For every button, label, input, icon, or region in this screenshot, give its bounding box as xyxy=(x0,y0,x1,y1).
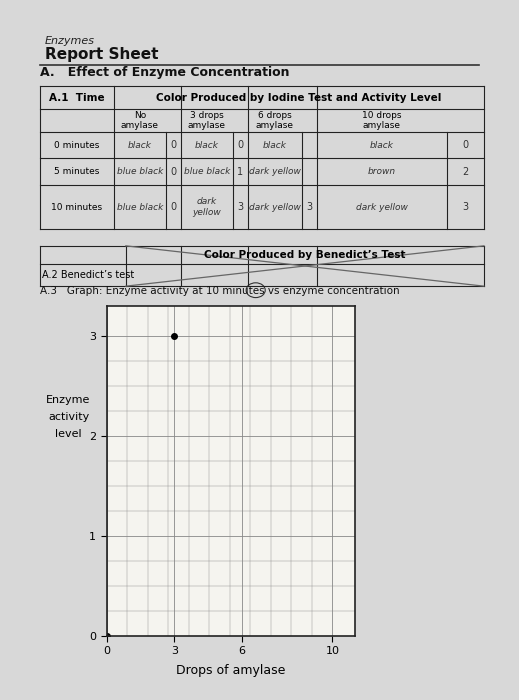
Text: dark yellow: dark yellow xyxy=(249,203,301,211)
Text: 3: 3 xyxy=(237,202,243,212)
Text: Color Produced by Benedict’s Test: Color Produced by Benedict’s Test xyxy=(204,250,406,260)
Text: A.   Effect of Enzyme Concentration: A. Effect of Enzyme Concentration xyxy=(40,66,290,79)
Text: black: black xyxy=(370,141,394,150)
Text: Color Produced by Iodine Test and Activity Level: Color Produced by Iodine Test and Activi… xyxy=(156,92,442,103)
Text: 10 minutes: 10 minutes xyxy=(51,203,102,211)
Text: black: black xyxy=(195,141,219,150)
Text: blue black: blue black xyxy=(117,203,163,211)
Text: blue black: blue black xyxy=(117,167,163,176)
Text: 3 drops
amylase: 3 drops amylase xyxy=(188,111,226,130)
Text: 3: 3 xyxy=(306,202,312,212)
Text: A.3   Graph: Enzyme activity at 10 minutes vs enzyme concentration: A.3 Graph: Enzyme activity at 10 minutes… xyxy=(40,286,400,296)
X-axis label: Drops of amylase: Drops of amylase xyxy=(176,664,285,678)
Text: Enzymes: Enzymes xyxy=(45,36,94,46)
Text: 0: 0 xyxy=(237,140,243,150)
Text: Enzyme: Enzyme xyxy=(46,395,91,405)
Text: 0 minutes: 0 minutes xyxy=(54,141,100,150)
Text: 10 drops
amylase: 10 drops amylase xyxy=(362,111,402,130)
Text: level: level xyxy=(55,429,82,439)
Text: dark yellow: dark yellow xyxy=(249,167,301,176)
Text: No
amylase: No amylase xyxy=(121,111,159,130)
Text: dark yellow: dark yellow xyxy=(356,203,408,211)
Text: black: black xyxy=(128,141,152,150)
Text: black: black xyxy=(263,141,286,150)
Text: 5 minutes: 5 minutes xyxy=(54,167,100,176)
Text: Report Sheet: Report Sheet xyxy=(45,47,158,62)
Text: 0: 0 xyxy=(462,140,469,150)
Text: activity: activity xyxy=(48,412,89,422)
Text: 0: 0 xyxy=(170,202,176,212)
Text: 6 drops
amylase: 6 drops amylase xyxy=(255,111,294,130)
Text: 1: 1 xyxy=(237,167,243,177)
Text: A.1  Time: A.1 Time xyxy=(49,92,105,103)
Text: 0: 0 xyxy=(170,140,176,150)
Text: A.2 Benedict’s test: A.2 Benedict’s test xyxy=(42,270,134,280)
Text: dark
yellow: dark yellow xyxy=(193,197,221,217)
Text: 0: 0 xyxy=(170,167,176,177)
Text: brown: brown xyxy=(368,167,396,176)
Text: 3: 3 xyxy=(462,202,469,212)
Text: blue black: blue black xyxy=(184,167,230,176)
Text: 2: 2 xyxy=(462,167,469,177)
